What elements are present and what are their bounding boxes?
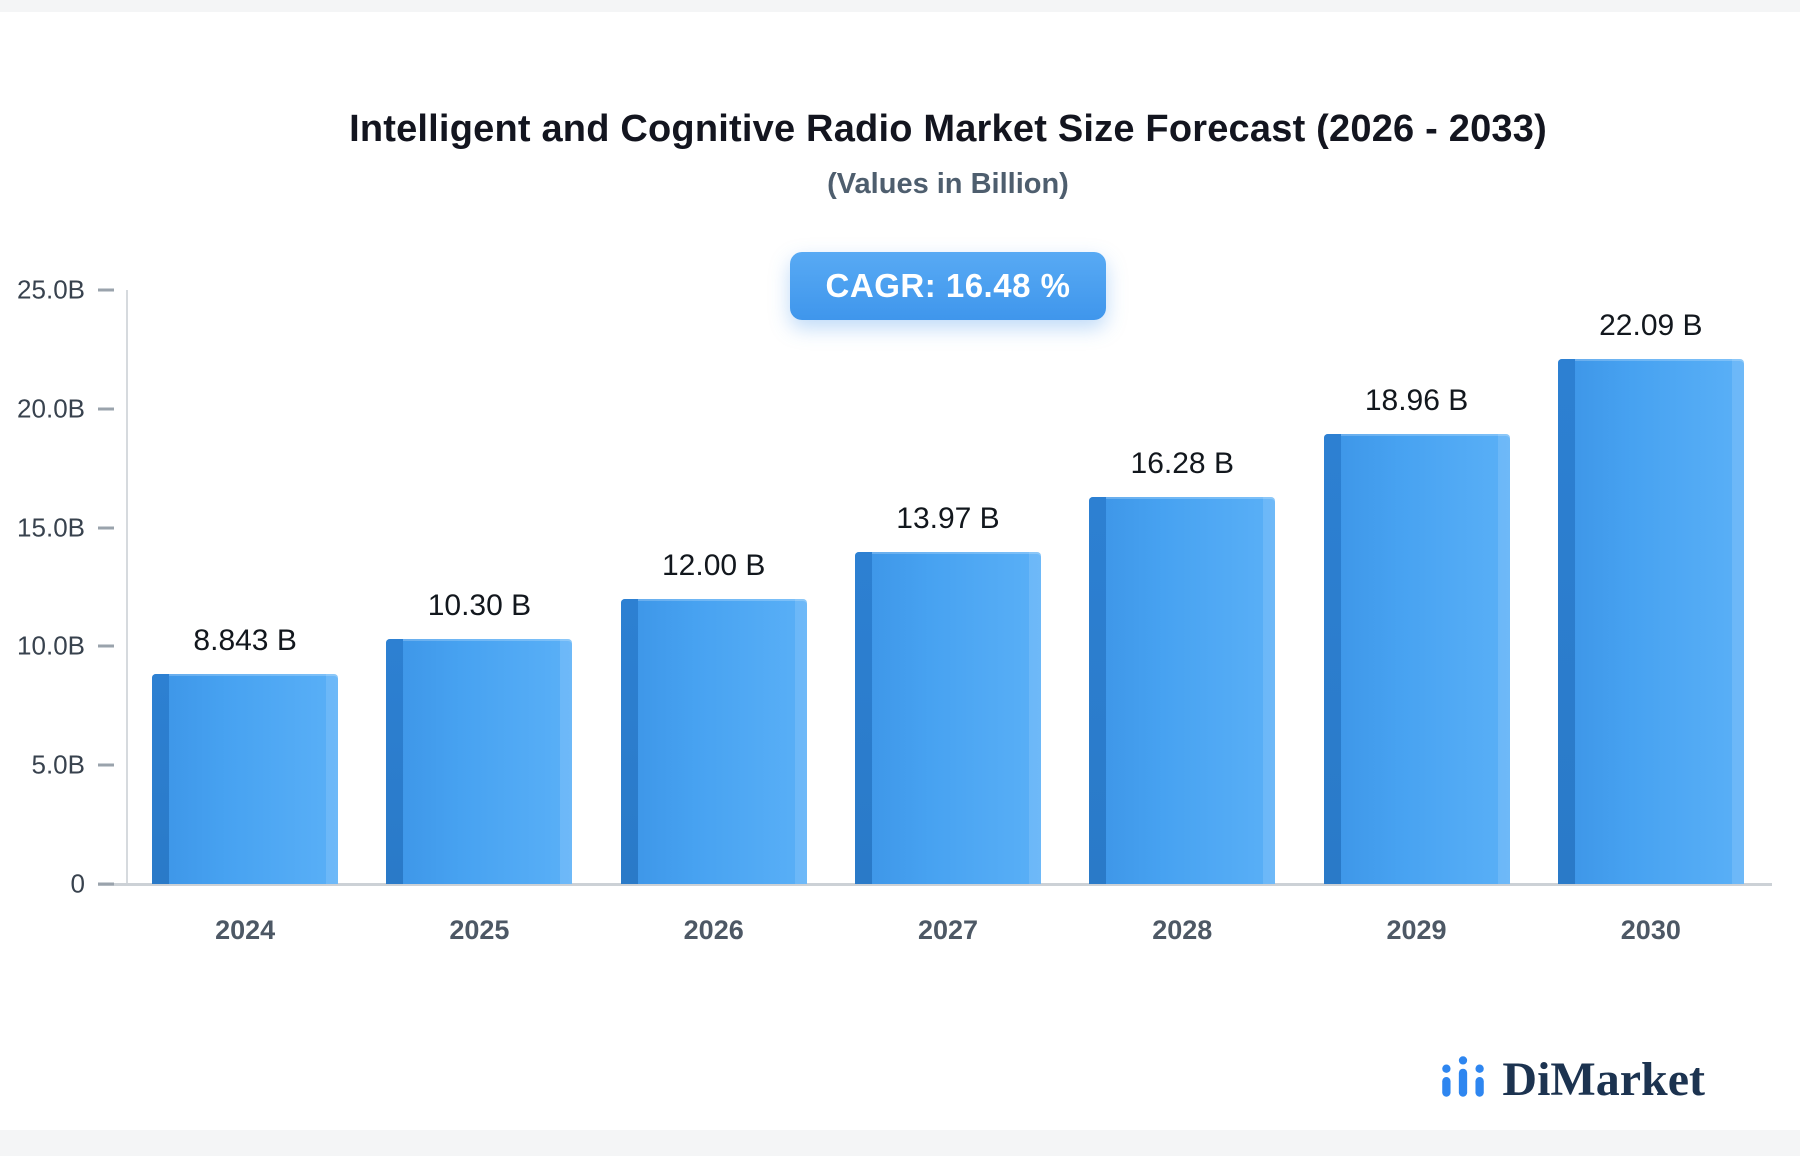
y-axis-tick-label: 15.0B <box>17 512 85 543</box>
y-axis-tick: 20.0B <box>0 393 114 424</box>
bar-slot: 10.30 B 2025 <box>362 290 596 945</box>
x-axis-label: 2024 <box>215 915 276 945</box>
bar-value-label: 8.843 B <box>193 623 297 657</box>
cagr-badge-container: CAGR: 16.48 % <box>128 252 1768 320</box>
bar-2026 <box>620 598 807 885</box>
top-edge-strip <box>0 0 1800 12</box>
y-axis-tick-label: 0 <box>70 868 85 899</box>
bar-value-label: 16.28 B <box>1130 447 1234 481</box>
y-axis-tick-mark <box>98 644 114 648</box>
y-axis-tick: 15.0B <box>0 512 114 543</box>
bar-2029 <box>1323 433 1510 884</box>
bar-2030 <box>1557 359 1744 884</box>
y-axis-tick-label: 10.0B <box>17 630 85 661</box>
plot-area: 0 5.0B 10.0B 15.0B 20.0B 25.0B 8.843 B 2024 10.… <box>17 275 1772 945</box>
logo: DiMarket <box>1436 1050 1705 1104</box>
bar-2028 <box>1089 497 1276 884</box>
y-axis-tick: 0 <box>0 869 114 900</box>
x-axis-line <box>98 883 1772 886</box>
y-axis-tick-label: 25.0B <box>17 274 85 305</box>
logo-text: DiMarket <box>1502 1053 1705 1106</box>
x-axis-label: 2030 <box>1620 915 1681 945</box>
y-axis-line <box>126 290 128 884</box>
x-axis-label: 2029 <box>1386 915 1447 945</box>
y-axis-tick-mark <box>98 407 114 411</box>
chart-subtitle: (Values in Billion) <box>827 168 1069 200</box>
y-axis-tick: 25.0B <box>0 275 114 306</box>
x-axis-label: 2027 <box>917 915 979 945</box>
bar-slot: 8.843 B 2024 <box>128 290 362 945</box>
bar-slot: 22.09 B 2030 <box>1534 290 1768 945</box>
bar-slot: 16.28 B 2028 <box>1065 290 1299 945</box>
bar-value-label: 18.96 B <box>1364 383 1469 417</box>
y-axis-tick: 5.0B <box>0 750 114 781</box>
bar-2025 <box>386 639 573 884</box>
bar-2027 <box>854 552 1041 884</box>
y-axis-tick: 10.0B <box>0 631 114 662</box>
bar-value-label: 22.09 B <box>1599 309 1703 343</box>
cagr-badge: CAGR: 16.48 % <box>789 252 1107 320</box>
x-axis-label: 2026 <box>683 915 744 945</box>
bar-slot: 18.96 B 2029 <box>1299 290 1533 945</box>
bar-value-label: 12.00 B <box>661 548 766 582</box>
bar-chart-logo-icon <box>1442 1056 1485 1097</box>
cagr-badge-label: CAGR: 16.48 % <box>825 267 1071 304</box>
y-axis-tick-mark <box>98 763 114 767</box>
y-axis-tick-mark <box>98 526 114 530</box>
chart-title: Intelligent and Cognitive Radio Market S… <box>349 108 1547 150</box>
y-axis-tick-label: 5.0B <box>31 749 86 780</box>
bar-value-label: 10.30 B <box>427 589 532 623</box>
x-axis-label: 2028 <box>1152 915 1213 945</box>
y-axis-tick-mark <box>98 288 114 292</box>
bars-area: 8.843 B 2024 10.30 B 2025 12.00 B 2026 13.97 B… <box>128 290 1768 945</box>
bar-slot: 13.97 B 2027 <box>831 290 1065 945</box>
bar-2024 <box>152 673 339 885</box>
bottom-edge-strip <box>0 1130 1800 1156</box>
x-axis-label: 2025 <box>449 915 510 945</box>
y-axis-tick-mark <box>98 882 114 886</box>
bar-slot: 12.00 B 2026 <box>597 290 831 945</box>
bar-value-label: 13.97 B <box>896 502 1000 536</box>
y-axis-tick-label: 20.0B <box>17 393 85 424</box>
